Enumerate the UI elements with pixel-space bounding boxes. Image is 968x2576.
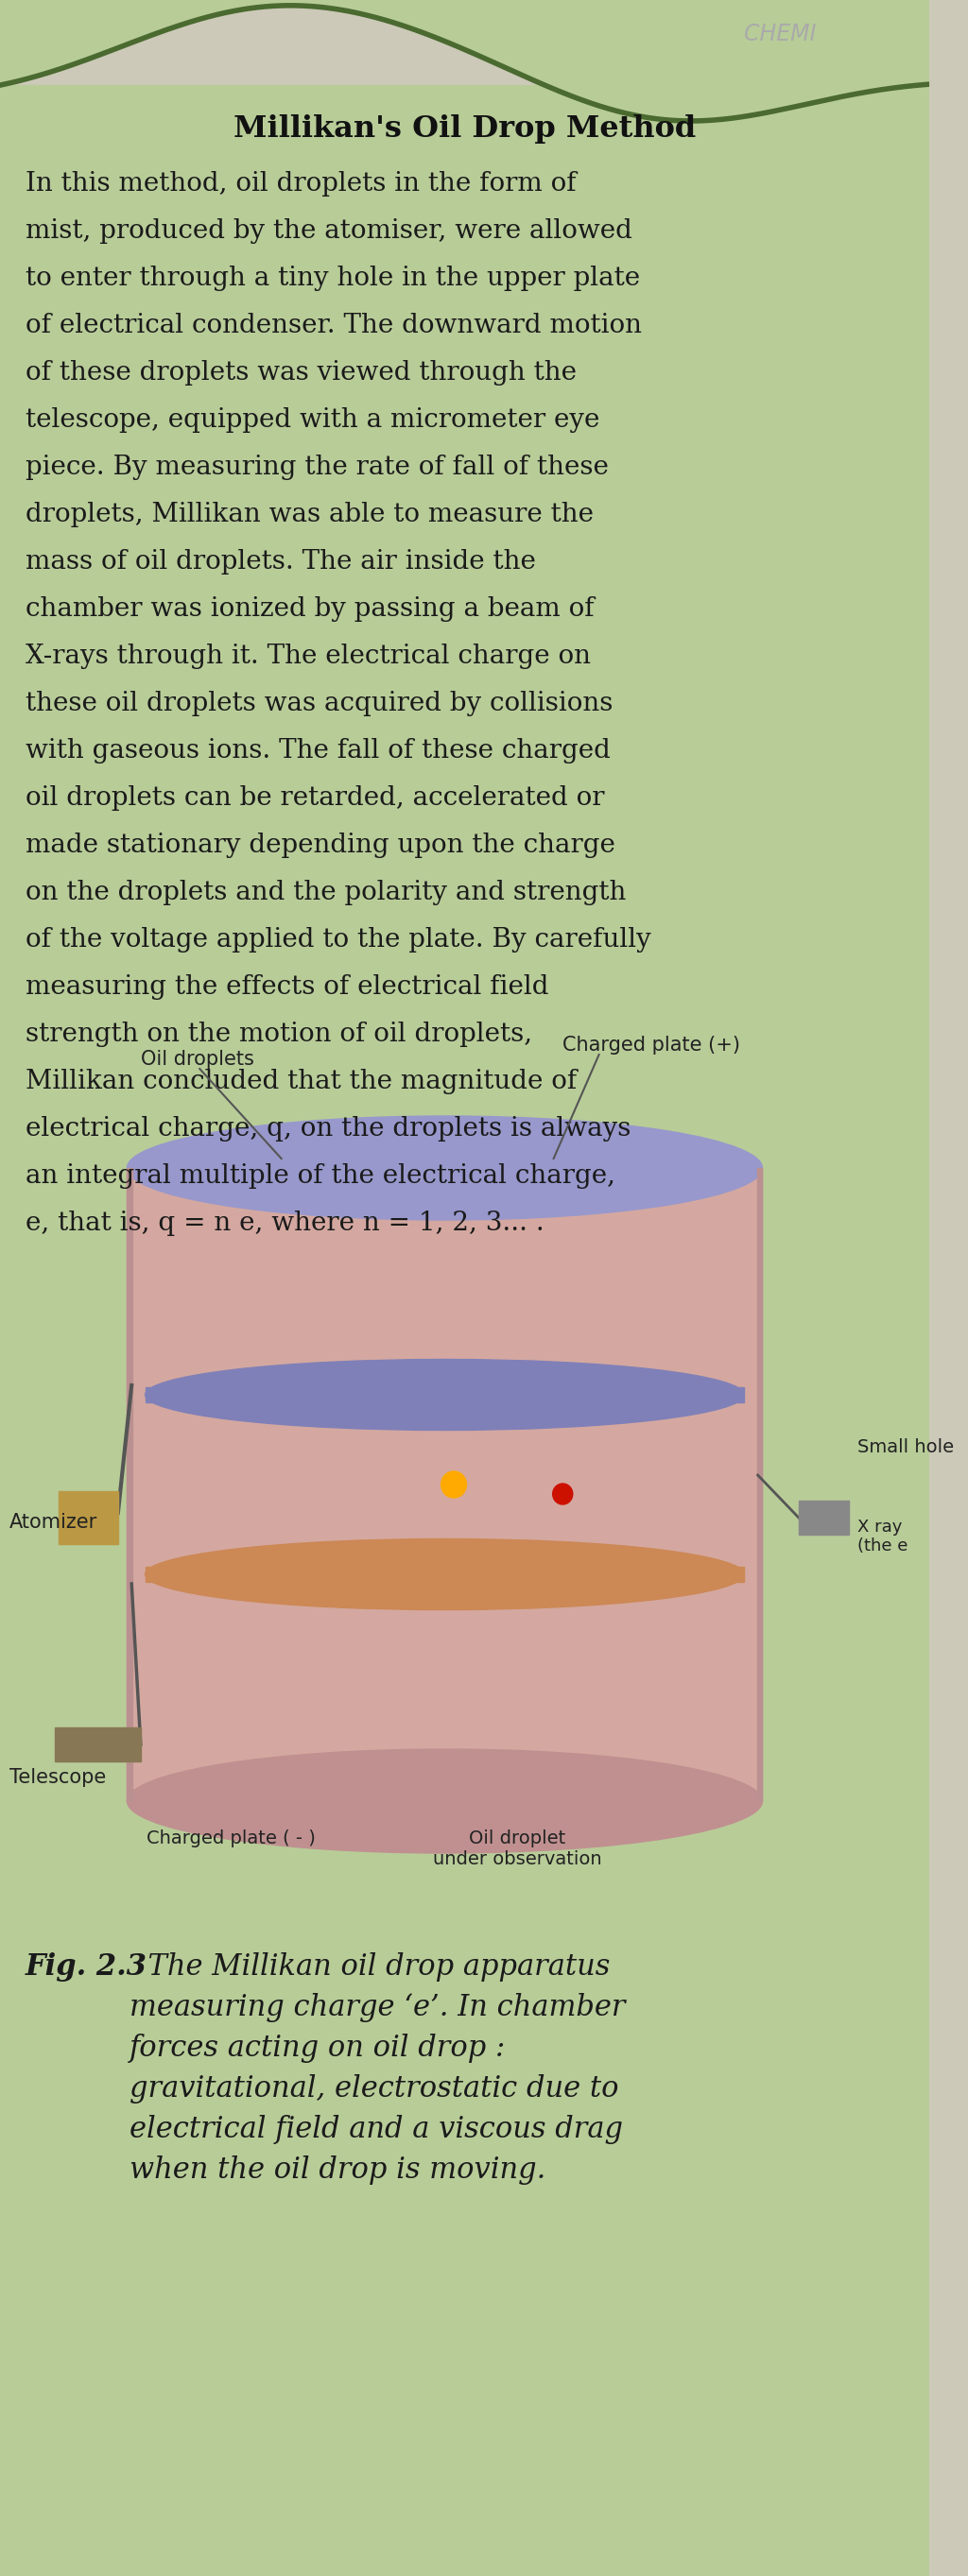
Text: Millikan's Oil Drop Method: Millikan's Oil Drop Method [233,113,696,144]
Text: e, that is, q = n e, where n = 1, 2, 3... .: e, that is, q = n e, where n = 1, 2, 3..… [25,1211,544,1236]
Text: mist, produced by the atomiser, were allowed: mist, produced by the atomiser, were all… [25,219,632,245]
Text: X ray
(the e: X ray (the e [858,1517,908,1556]
Ellipse shape [145,1538,744,1610]
Text: droplets, Millikan was able to measure the: droplets, Millikan was able to measure t… [25,502,593,528]
Text: oil droplets can be retarded, accelerated or: oil droplets can be retarded, accelerate… [25,786,604,811]
Text: strength on the motion of oil droplets,: strength on the motion of oil droplets, [25,1023,532,1046]
Text: Oil droplets: Oil droplets [140,1051,254,1069]
Text: Charged plate ( - ): Charged plate ( - ) [147,1829,316,1847]
Text: mass of oil droplets. The air inside the: mass of oil droplets. The air inside the [25,549,535,574]
Text: The Millikan oil drop apparatus
measuring charge ‘e’. In chamber
forces acting o: The Millikan oil drop apparatus measurin… [130,1953,625,2184]
Text: Millikan concluded that the magnitude of: Millikan concluded that the magnitude of [25,1069,577,1095]
Text: Small hole: Small hole [858,1437,954,1455]
Bar [54,1728,140,1762]
Bar [145,1388,744,1401]
Ellipse shape [553,1484,573,1504]
Ellipse shape [441,1471,467,1497]
Text: Oil droplet
under observation: Oil droplet under observation [433,1829,602,1868]
Text: of electrical condenser. The downward motion: of electrical condenser. The downward mo… [25,312,642,337]
Text: In this method, oil droplets in the form of: In this method, oil droplets in the form… [25,170,576,196]
Text: these oil droplets was acquired by collisions: these oil droplets was acquired by colli… [25,690,613,716]
Ellipse shape [127,1749,763,1852]
Text: made stationary depending upon the charge: made stationary depending upon the charg… [25,832,616,858]
Text: an integral multiple of the electrical charge,: an integral multiple of the electrical c… [25,1164,616,1188]
Polygon shape [0,0,929,121]
Text: to enter through a tiny hole in the upper plate: to enter through a tiny hole in the uppe… [25,265,640,291]
Bar [127,1167,133,1801]
Text: with gaseous ions. The fall of these charged: with gaseous ions. The fall of these cha… [25,739,611,762]
Text: measuring the effects of electrical field: measuring the effects of electrical fiel… [25,974,549,999]
Text: of these droplets was viewed through the: of these droplets was viewed through the [25,361,577,386]
Text: on the droplets and the polarity and strength: on the droplets and the polarity and str… [25,881,626,904]
Text: X-rays through it. The electrical charge on: X-rays through it. The electrical charge… [25,644,590,670]
Text: chamber was ionized by passing a beam of: chamber was ionized by passing a beam of [25,595,594,621]
Text: Fig. 2.3: Fig. 2.3 [25,1953,147,1981]
Bar [757,1167,763,1801]
Text: piece. By measuring the rate of fall of these: piece. By measuring the rate of fall of … [25,453,609,479]
Text: CHEMI: CHEMI [744,23,817,46]
Text: Telescope: Telescope [9,1767,106,1788]
Text: of the voltage applied to the plate. By carefully: of the voltage applied to the plate. By … [25,927,650,953]
Ellipse shape [127,1115,763,1221]
Bar [145,1566,744,1582]
Text: Atomizer: Atomizer [9,1512,97,1533]
Bar [127,1167,763,1801]
Ellipse shape [145,1360,744,1430]
Text: electrical charge, q, on the droplets is always: electrical charge, q, on the droplets is… [25,1115,631,1141]
Text: telescope, equipped with a micrometer eye: telescope, equipped with a micrometer ey… [25,407,599,433]
Text: Charged plate (+): Charged plate (+) [562,1036,741,1054]
Bar [59,1492,118,1543]
Bar [799,1502,849,1535]
